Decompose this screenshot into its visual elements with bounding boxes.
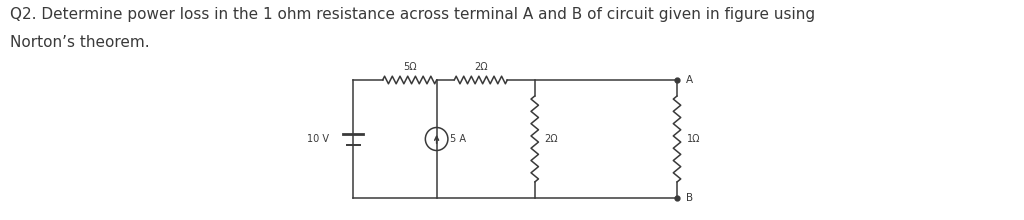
Text: A: A [686,75,693,85]
Text: 10 V: 10 V [307,134,329,144]
Text: Q2. Determine power loss in the 1 ohm resistance across terminal A and B of circ: Q2. Determine power loss in the 1 ohm re… [10,7,815,22]
Text: 1Ω: 1Ω [687,134,700,144]
Text: B: B [686,193,693,203]
Text: Norton’s theorem.: Norton’s theorem. [10,35,150,50]
Text: 2Ω: 2Ω [474,62,487,72]
Text: 5 A: 5 A [451,134,466,144]
Text: 5Ω: 5Ω [402,62,417,72]
Text: 2Ω: 2Ω [545,134,558,144]
